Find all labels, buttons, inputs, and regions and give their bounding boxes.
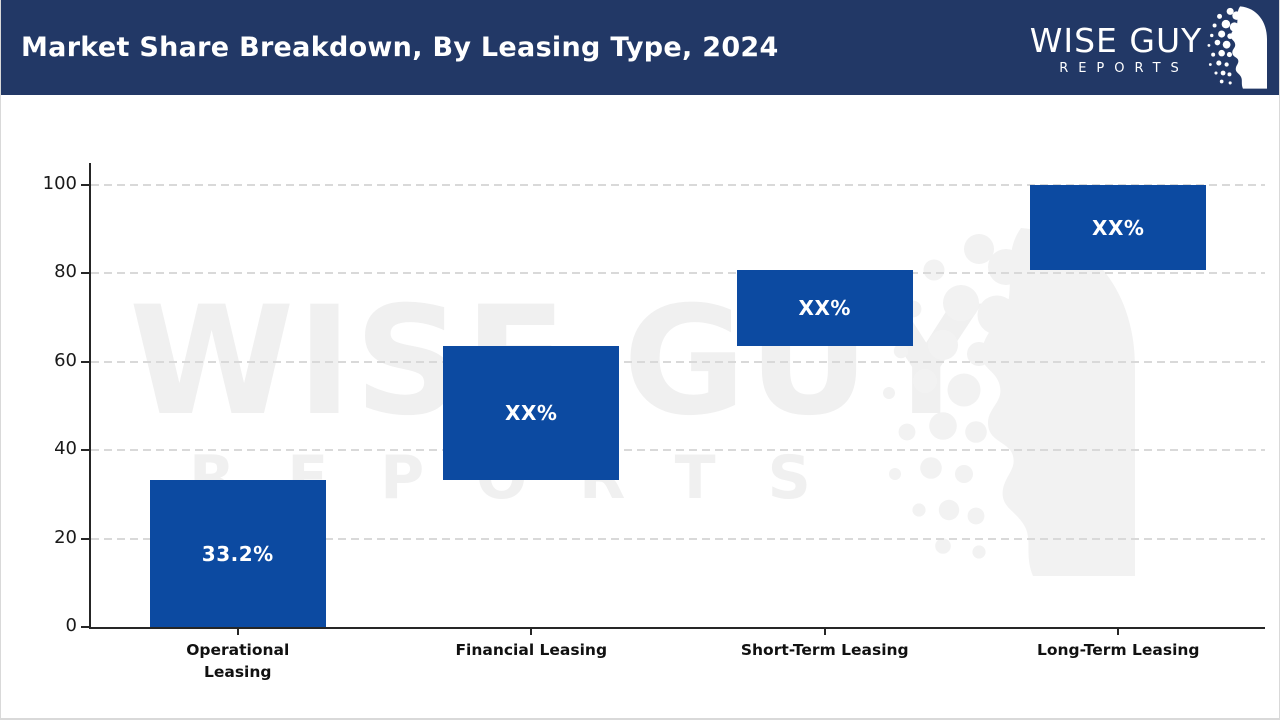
gridline-y40 bbox=[91, 449, 1265, 452]
bar-value-label: XX% bbox=[798, 296, 851, 321]
bar-long-term-leasing: XX% bbox=[1030, 185, 1207, 270]
gridline-y100 bbox=[91, 184, 1265, 187]
wise-guy-reports-logo: WISE GUY REPORTS bbox=[1021, 5, 1271, 90]
watermark-dotted-head-icon bbox=[883, 228, 1135, 576]
y-axis-tick bbox=[81, 360, 89, 363]
y-axis-tick-label: 60 bbox=[54, 349, 77, 371]
dotted-head-icon bbox=[1207, 6, 1267, 89]
y-axis-tick bbox=[81, 626, 89, 628]
x-axis-category-label: Short-Term Leasing bbox=[740, 641, 909, 659]
bar-short-term-leasing: XX% bbox=[736, 269, 913, 347]
bar-value-label: 33.2% bbox=[201, 541, 274, 566]
y-axis-tick-label: 80 bbox=[54, 261, 77, 283]
y-axis-tick-label: 20 bbox=[54, 526, 77, 548]
x-axis-tick bbox=[530, 627, 533, 635]
logo-wordmark: WISE GUY bbox=[1029, 21, 1203, 60]
header: Market Share Breakdown, By Leasing Type,… bbox=[1, 0, 1279, 95]
gridline-y60 bbox=[91, 360, 1265, 363]
bar-operational-leasing: 33.2% bbox=[149, 480, 326, 627]
x-axis-category-label: Operational Leasing bbox=[186, 641, 290, 681]
y-axis-tick-label: 40 bbox=[54, 438, 77, 460]
bar-financial-leasing: XX% bbox=[443, 346, 620, 481]
y-axis-tick-label: 0 bbox=[65, 615, 77, 636]
y-axis-tick bbox=[81, 537, 89, 540]
bar-value-label: XX% bbox=[505, 401, 558, 426]
bar-value-label: XX% bbox=[1092, 215, 1145, 240]
gridline-y80 bbox=[91, 272, 1265, 275]
y-axis-tick bbox=[81, 184, 89, 187]
gridline-y20 bbox=[91, 537, 1265, 540]
y-axis-tick-label: 100 bbox=[42, 173, 77, 195]
plot-area: 0 20 40 60 80 100 33.2% Operational Leasing XX% F… bbox=[43, 163, 1265, 681]
y-axis-tick bbox=[81, 449, 89, 452]
logo-subtitle: REPORTS bbox=[1059, 61, 1189, 76]
x-axis-category-label: Long-Term Leasing bbox=[1036, 641, 1200, 659]
x-axis-tick bbox=[236, 627, 239, 635]
x-axis-tick bbox=[1117, 627, 1120, 635]
x-axis-category-label: Financial Leasing bbox=[455, 641, 608, 659]
page-title: Market Share Breakdown, By Leasing Type,… bbox=[21, 32, 779, 63]
x-axis-tick bbox=[823, 627, 826, 635]
y-axis-tick bbox=[81, 272, 89, 275]
